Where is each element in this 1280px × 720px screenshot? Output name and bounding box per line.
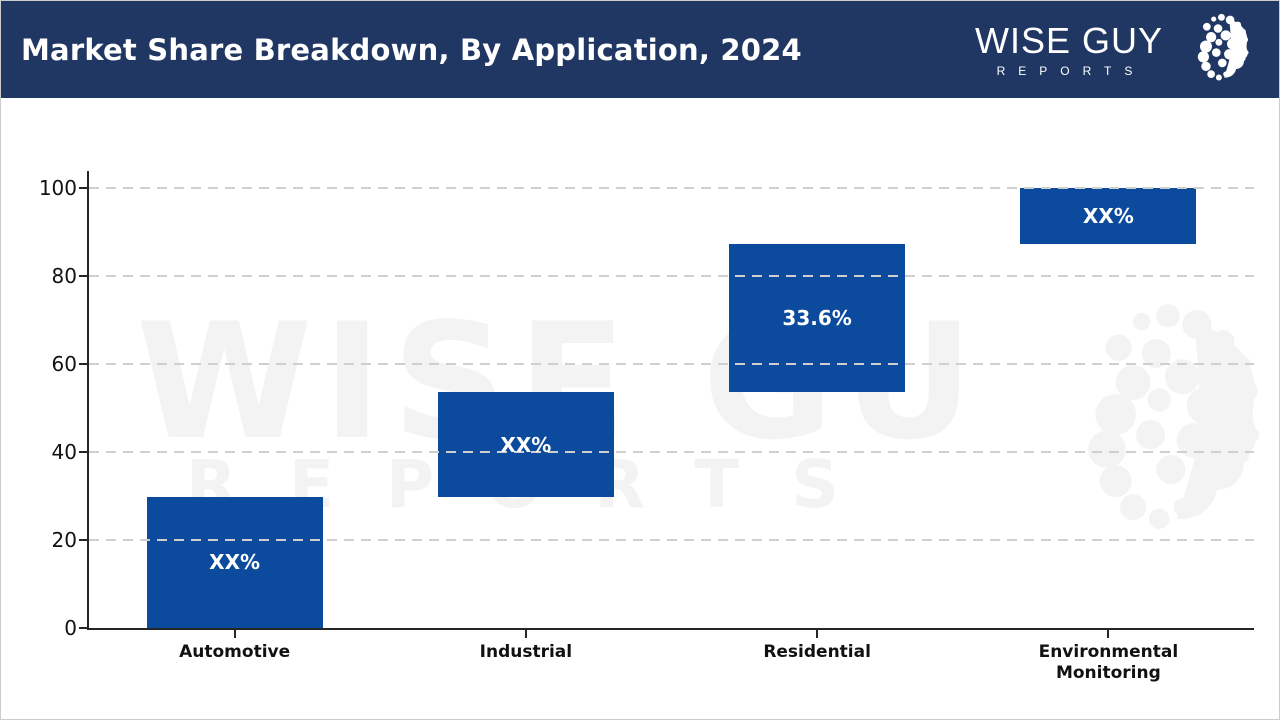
gridline-80 xyxy=(89,275,1254,277)
y-tick-label: 20 xyxy=(51,528,77,552)
y-axis-tick xyxy=(79,275,87,277)
x-axis-tick-automotive xyxy=(233,630,236,638)
y-tick-label: 60 xyxy=(51,352,77,376)
wiseguy-logo: WISE GUY REPORTS xyxy=(975,11,1255,89)
logo-wordmark: WISE GUY REPORTS xyxy=(974,19,1163,78)
x-category-label-automotive: Automotive xyxy=(179,642,291,662)
gridline-100 xyxy=(89,187,1254,189)
y-tick-label: 100 xyxy=(38,176,77,200)
bar-automotive xyxy=(146,496,323,628)
bar-label-environmental-monitoring: XX% xyxy=(1082,204,1134,229)
y-axis-tick xyxy=(79,539,87,541)
y-axis-tick xyxy=(79,627,87,629)
x-axis-tick-industrial xyxy=(524,630,527,638)
gridline-20 xyxy=(89,539,1254,541)
page-title: Market Share Breakdown, By Application, … xyxy=(21,32,802,67)
y-tick-label: 40 xyxy=(51,440,77,464)
x-category-label-environmental-monitoring: Environmental Monitoring xyxy=(1038,642,1179,683)
y-axis-tick xyxy=(79,187,87,189)
y-tick-label: 0 xyxy=(64,616,77,640)
bar-label-industrial: XX% xyxy=(500,432,552,457)
header-bar: Market Share Breakdown, By Application, … xyxy=(1,1,1279,98)
logo-wordmark-line1: WISE GUY xyxy=(974,19,1163,61)
x-category-label-residential: Residential xyxy=(763,642,871,662)
bar-label-residential: 33.6% xyxy=(782,306,852,331)
gridline-60 xyxy=(89,363,1254,365)
bar-environmental-monitoring xyxy=(1020,188,1197,245)
y-axis-line xyxy=(87,171,89,630)
bar-label-automotive: XX% xyxy=(209,550,261,575)
x-axis-line xyxy=(87,628,1254,630)
x-category-label-industrial: Industrial xyxy=(479,642,573,662)
y-tick-label: 80 xyxy=(51,264,77,288)
x-axis-tick-residential xyxy=(816,630,819,638)
y-axis-tick xyxy=(79,451,87,453)
logo-wordmark-line2: REPORTS xyxy=(996,63,1146,78)
y-axis-tick xyxy=(79,363,87,365)
gridline-40 xyxy=(89,451,1254,453)
bar-residential xyxy=(729,244,906,393)
bar-industrial xyxy=(437,392,614,497)
logo-head-icon xyxy=(1169,11,1255,89)
x-axis-tick-environmental-monitoring xyxy=(1107,630,1110,638)
